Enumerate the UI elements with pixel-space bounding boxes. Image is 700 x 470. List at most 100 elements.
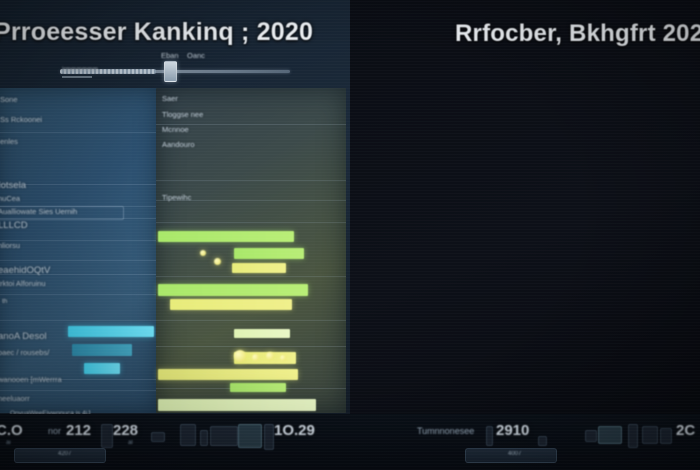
list-item[interactable]: OnyuaWeeEivwonuca is 4iJ: [10, 410, 90, 417]
left-chart-panel: Saer Tloggse nee Mcnnoe Aandouro Tipewih…: [156, 88, 346, 413]
status-icon[interactable]: [210, 426, 238, 446]
left-toolbar: Eban Oanc jrmmmmmm: [60, 51, 290, 86]
status-value: 1O.29: [274, 422, 315, 439]
list-item[interactable]: oaec / rousebs/: [0, 348, 50, 357]
status-value: C.O: [0, 422, 23, 439]
cyan-bar: [68, 326, 154, 337]
divider: [156, 222, 346, 223]
status-icon[interactable]: [642, 426, 658, 444]
divider: [0, 218, 158, 219]
chart-bar: [158, 231, 294, 242]
data-point: [214, 258, 221, 265]
chart-bar: [230, 383, 286, 392]
status-icon[interactable]: [486, 426, 493, 446]
status-value: 2C: [676, 422, 696, 439]
left-slider-minor-tick: [62, 76, 92, 78]
status-icon[interactable]: [101, 424, 113, 448]
status-icon-active[interactable]: [238, 424, 262, 448]
list-item[interactable]: th: [2, 298, 8, 305]
column-header: Mcnnoe: [162, 125, 189, 134]
status-icon[interactable]: [264, 424, 274, 450]
column-header: Tloggse nee: [162, 110, 204, 119]
chart-bar: [232, 263, 286, 273]
divider: [0, 206, 158, 207]
data-point: [266, 352, 274, 360]
right-pill-text: 4007: [508, 451, 522, 457]
chart-bar: [170, 299, 292, 310]
divider: [0, 184, 158, 185]
divider: [0, 260, 158, 261]
divider: [0, 294, 158, 295]
chart-bar: [234, 248, 304, 259]
status-sub: ai: [6, 440, 11, 446]
data-point: [234, 350, 246, 362]
chart-bar: [158, 369, 298, 380]
cyan-bar: [84, 363, 120, 374]
status-icon[interactable]: [628, 424, 638, 448]
left-slider-fill[interactable]: [60, 69, 156, 74]
left-pill-text: 4207: [58, 451, 72, 457]
status-icon[interactable]: [660, 428, 672, 444]
column-header: Aandouro: [162, 140, 195, 149]
left-slider-handle[interactable]: [164, 61, 177, 82]
status-icon-active[interactable]: [598, 426, 622, 444]
divider: [0, 240, 158, 241]
list-item[interactable]: eaehidOQtV: [0, 265, 51, 276]
status-icon[interactable]: [538, 436, 547, 446]
list-item[interactable]: neeluaorr: [0, 394, 30, 403]
list-item[interactable]: trktoi Alforuinu: [0, 279, 46, 288]
divider: [156, 320, 346, 321]
left-text-panel: Sone Ss Rckoonei enles Iotsela nuCea Aua…: [0, 88, 158, 437]
left-progress-pill[interactable]: [14, 448, 106, 463]
cyan-bar: [72, 344, 132, 356]
status-icon[interactable]: [151, 432, 165, 442]
right-page-title: Rrfocber, Bkhgfrt 2023: [455, 20, 700, 47]
list-item[interactable]: Sone: [0, 95, 18, 104]
divider: [0, 379, 158, 380]
right-comparison-pane: Rrfocber, Bkhgfrt 2023 2mnoe Mes Rminjf …: [350, 0, 700, 470]
status-icon[interactable]: [200, 430, 208, 446]
column-header: Saer: [162, 94, 178, 103]
left-comparison-pane: Prroeesser Kankinq ; 2020 Eban Oanc jrmm…: [0, 0, 350, 470]
left-toolbar-label-b: Oanc: [187, 51, 205, 60]
left-inline-input[interactable]: [0, 206, 124, 220]
divider: [0, 274, 158, 275]
list-item[interactable]: Ss Rckoonei: [0, 115, 43, 124]
list-item[interactable]: nuCea: [0, 194, 21, 203]
list-item[interactable]: LLLCD: [0, 220, 28, 231]
list-item[interactable]: nliorsu: [0, 241, 21, 250]
left-chart-mid-label: Tipewihc: [162, 193, 192, 202]
list-item[interactable]: enles: [0, 137, 18, 146]
status-value: 2910: [496, 422, 530, 439]
chart-bar: [234, 329, 290, 338]
status-label: Tumnnonesee: [417, 426, 475, 436]
status-sub: al: [128, 440, 133, 446]
divider: [0, 390, 158, 391]
data-point: [252, 354, 259, 361]
divider: [0, 132, 158, 133]
divider: [156, 180, 346, 181]
left-toolbar-label-a: Eban: [161, 51, 179, 60]
divider: [156, 346, 346, 347]
list-item[interactable]: Aualliowate Sies Uernih: [0, 207, 78, 216]
status-icon[interactable]: [585, 430, 597, 442]
list-item[interactable]: Iotsela: [0, 180, 26, 191]
list-item[interactable]: anoA Desol: [0, 331, 47, 342]
bottom-status-bar: C.O ai nor 212 228 al 1O.29 4207 Tumnnon…: [0, 414, 700, 470]
left-page-title: Prroeesser Kankinq ; 2020: [0, 18, 314, 46]
divider: [156, 124, 346, 125]
divider: [0, 320, 158, 321]
divider: [156, 200, 346, 201]
status-label: nor: [48, 426, 62, 436]
status-icon[interactable]: [180, 424, 196, 446]
right-progress-pill[interactable]: [465, 448, 557, 463]
data-point: [200, 250, 206, 256]
divider: [156, 276, 346, 277]
left-slider-value-text: jrmmmmmm: [62, 66, 99, 73]
list-item[interactable]: wanooen [mWerrra: [0, 375, 62, 384]
status-value: 212: [66, 422, 92, 439]
data-point: [280, 355, 286, 361]
chart-bar: [158, 399, 316, 411]
status-value: 228: [113, 422, 139, 439]
